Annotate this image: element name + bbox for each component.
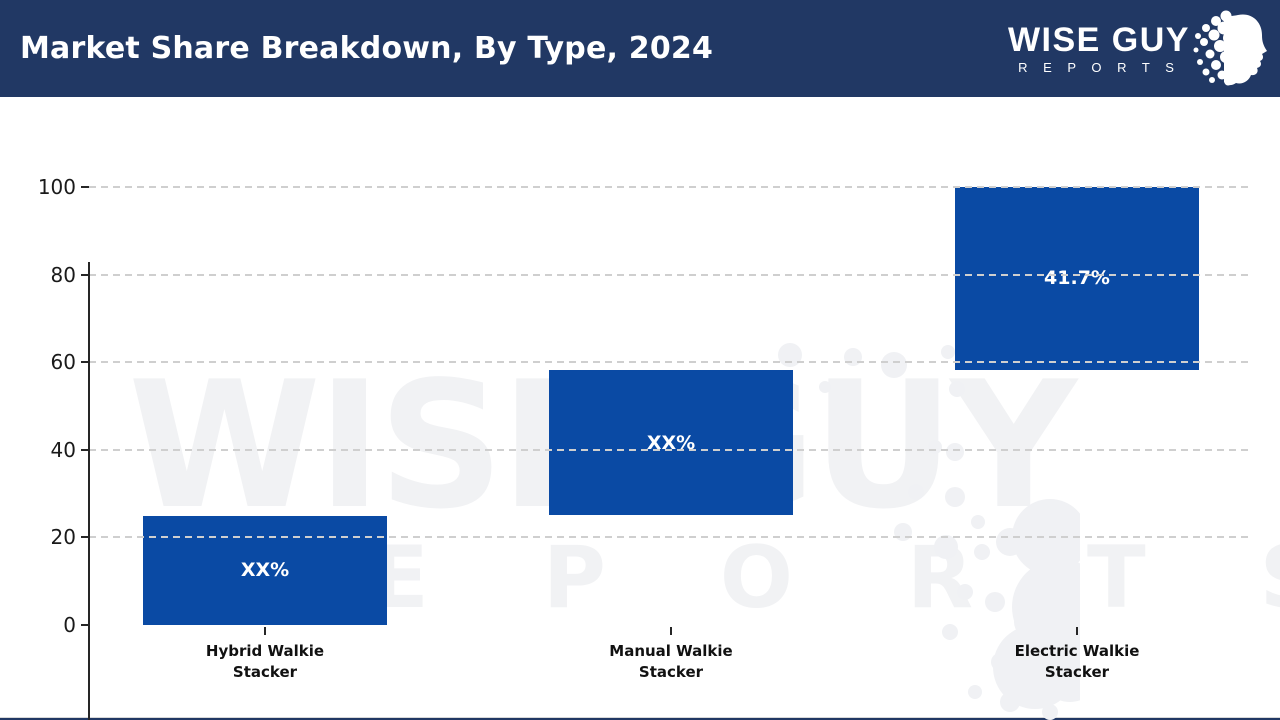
- bar-value-label: 41.7%: [1044, 267, 1110, 290]
- y-tick-mark: [81, 536, 89, 539]
- logo-wordmark: WISE GUY: [1007, 20, 1190, 59]
- y-tick-mark: [81, 186, 89, 188]
- x-tick-label: Hybrid Walkie Stacker: [205, 642, 325, 681]
- y-tick-label: 40: [50, 437, 76, 462]
- bar: XX%: [143, 515, 387, 625]
- gridline: [89, 273, 1253, 276]
- footer-divider: [0, 717, 1280, 718]
- wise-guy-reports-logo: WISE GUY R E P O R T S: [1008, 5, 1268, 93]
- y-tick-mark: [81, 448, 89, 451]
- header: Market Share Breakdown, By Type, 2024 WI…: [0, 0, 1280, 97]
- logo-subtext: R E P O R T S: [1018, 60, 1180, 76]
- x-tick-label: Electric Walkie Stacker: [1014, 642, 1140, 681]
- gridline: [89, 361, 1253, 364]
- x-tick-mark: [264, 627, 266, 635]
- bar: XX%: [549, 369, 793, 516]
- bar: 41.7%: [955, 187, 1199, 370]
- chart-title: Market Share Breakdown, By Type, 2024: [20, 31, 714, 66]
- y-tick-label: 100: [37, 175, 76, 199]
- x-tick-label: Manual Walkie Stacker: [609, 642, 733, 681]
- y-tick-mark: [81, 361, 89, 364]
- gridline: [89, 186, 1253, 188]
- y-tick-mark: [81, 273, 89, 276]
- y-tick-label: 20: [50, 525, 76, 550]
- logo-text: WISE GUY R E P O R T S: [1007, 20, 1190, 76]
- x-tick-mark: [1076, 627, 1078, 635]
- x-tick-mark: [670, 627, 672, 635]
- y-tick-label: 60: [50, 350, 76, 375]
- plot-area: WISE GUY R E P O R T S 0 20 40 60 80 100 XX% X…: [0, 97, 1280, 720]
- gridline: [89, 536, 1253, 539]
- bar-value-label: XX%: [240, 559, 290, 582]
- y-axis-spine: [88, 262, 90, 720]
- gridline: [89, 448, 1253, 451]
- y-tick-mark: [81, 624, 89, 626]
- footer-bar: [0, 718, 1280, 720]
- y-tick-label: 0: [63, 613, 76, 637]
- logo-face-icon: [1193, 10, 1267, 86]
- y-tick-label: 80: [50, 262, 76, 287]
- bar-value-label: XX%: [646, 431, 696, 454]
